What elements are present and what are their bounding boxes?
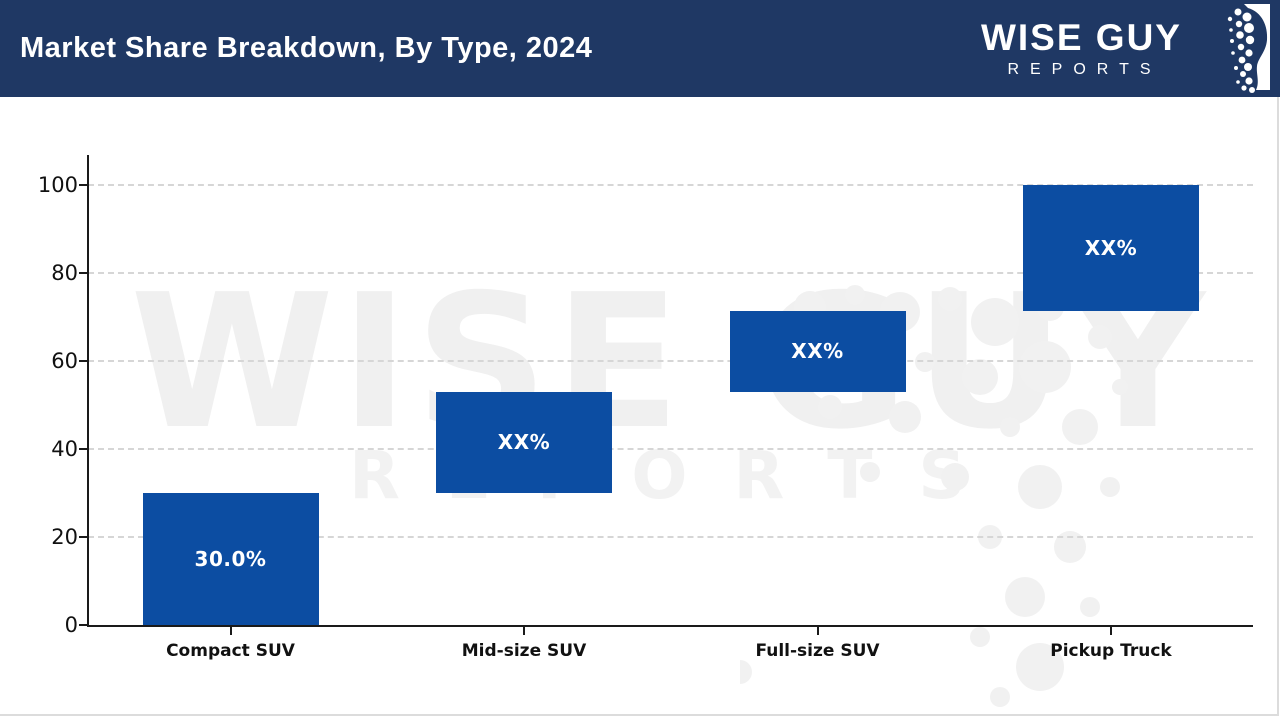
x-tick-mark xyxy=(816,627,819,635)
x-tick-label: Full-size SUV xyxy=(755,641,880,661)
brand-name: WISE GUY xyxy=(980,16,1182,58)
brand-subtitle: REPORTS xyxy=(1007,60,1162,78)
y-tick-label: 80 xyxy=(51,261,78,285)
gridline-80 xyxy=(88,272,1253,274)
bar-full-size-suv: XX% xyxy=(729,310,906,392)
bar-pickup-truck: XX% xyxy=(1023,185,1199,311)
x-tick-label: Mid-size SUV xyxy=(461,641,587,661)
bar-compact-suv: 30.0% xyxy=(142,493,319,625)
bar-value-label: XX% xyxy=(497,430,551,455)
gridline-20 xyxy=(88,536,1253,538)
x-tick-label: Compact SUV xyxy=(166,641,295,661)
x-tick-label: Pickup Truck xyxy=(1050,641,1172,661)
x-tick-mark xyxy=(229,627,232,635)
x-tick-mark xyxy=(1110,627,1112,635)
bar-value-label: XX% xyxy=(791,339,844,364)
gridline-60 xyxy=(88,360,1253,362)
bar-value-label: XX% xyxy=(1084,235,1138,260)
bar-value-label: 30.0% xyxy=(194,547,267,571)
brand-head-dots-icon xyxy=(1227,3,1270,93)
y-tick-mark xyxy=(79,360,87,362)
gridline-100 xyxy=(88,184,1253,186)
y-axis-line xyxy=(87,155,89,627)
y-tick-mark xyxy=(79,536,87,538)
y-tick-mark xyxy=(79,184,87,186)
brand-logo: WISE GUY REPORTS xyxy=(980,3,1280,94)
y-tick-label: 40 xyxy=(51,437,78,461)
x-tick-mark xyxy=(523,627,525,635)
page-title: Market Share Breakdown, By Type, 2024 xyxy=(20,32,593,64)
y-tick-label: 20 xyxy=(51,525,78,549)
gridline-40 xyxy=(88,448,1253,450)
y-tick-label: 60 xyxy=(51,349,78,373)
y-tick-label: 0 xyxy=(64,613,78,637)
bar-mid-size-suv: XX% xyxy=(436,391,612,493)
brand-logo-text: WISE GUY REPORTS xyxy=(980,16,1182,80)
y-tick-mark xyxy=(79,448,87,450)
page-border-right xyxy=(1277,97,1279,715)
header-bar: Market Share Breakdown, By Type, 2024 WI… xyxy=(0,0,1280,97)
x-axis-line xyxy=(87,625,1253,627)
y-tick-mark xyxy=(79,272,87,274)
page-border-bottom xyxy=(0,714,1279,716)
y-tick-mark xyxy=(79,624,87,626)
chart-canvas: WISE GUY REPORTS 0 20 40 60 80 100 30.0% Compac… xyxy=(0,97,1280,720)
watermark-line2: REPORTS xyxy=(349,436,1012,514)
y-tick-label: 100 xyxy=(37,173,78,197)
